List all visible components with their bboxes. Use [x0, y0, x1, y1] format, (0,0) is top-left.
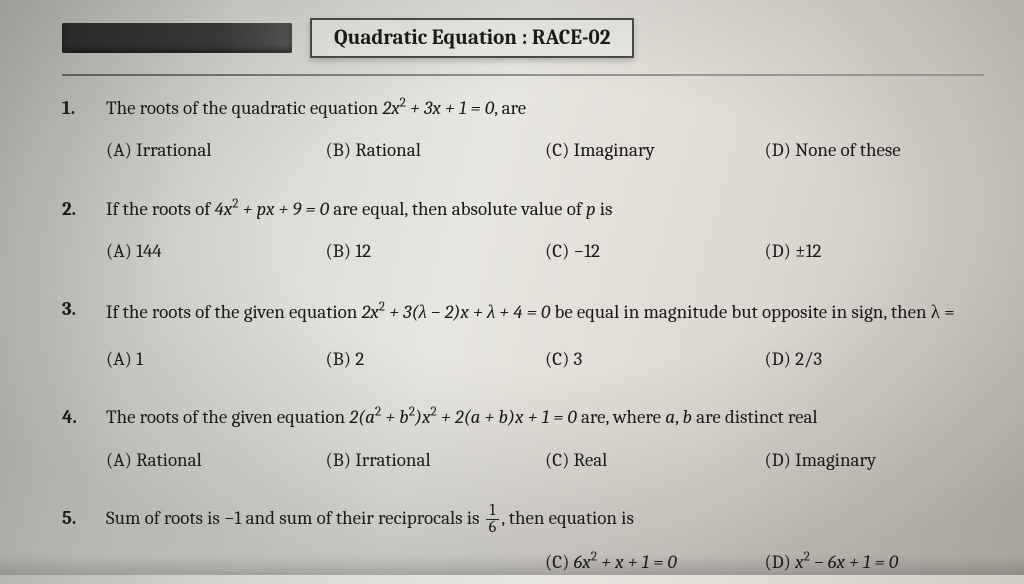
- option-b: (B) Rational: [326, 134, 546, 166]
- option-c: (C) Real: [545, 444, 765, 476]
- header-row: Quadratic Equation : RACE-02: [62, 18, 984, 58]
- bottom-fade: [0, 555, 1024, 575]
- stem-math: 2x2 + 3(λ − 2)x + λ + 4 = 0: [362, 301, 551, 323]
- option-b: (B) 2: [326, 343, 546, 375]
- option-d: (D) None of these: [765, 134, 985, 166]
- worksheet-page: Quadratic Equation : RACE-02 1. The root…: [0, 0, 1024, 584]
- stem-math: 2x2 + 3x + 1 = 0: [382, 97, 494, 119]
- options: (A) 1 (B) 2 (C) 3 (D) 2/3: [106, 343, 984, 381]
- question-number: 1.: [62, 92, 106, 173]
- option-b: (B) 12: [326, 235, 546, 267]
- fraction: 16: [486, 503, 500, 536]
- options: (A) Rational (B) Irrational (C) Real (D)…: [106, 444, 984, 482]
- question-body: If the roots of the given equation 2x2 +…: [106, 293, 984, 381]
- question-body: If the roots of 4x2 + px + 9 = 0 are equ…: [106, 193, 984, 274]
- option-d: (D) ±12: [765, 235, 985, 267]
- option-a: (A) Rational: [106, 444, 326, 476]
- question-stem: The roots of the quadratic equation 2x2 …: [106, 92, 984, 124]
- stem-text: , are: [494, 97, 526, 119]
- stem-text: , then equation is: [501, 507, 634, 529]
- title-box: Quadratic Equation : RACE-02: [310, 18, 634, 58]
- question-number: 3.: [62, 293, 106, 381]
- stem-text: If the roots of the given equation: [106, 301, 362, 323]
- question-number: 4.: [62, 401, 106, 482]
- option-b: (B) Irrational: [326, 444, 546, 476]
- question-stem: Sum of roots is −1 and sum of their reci…: [106, 502, 984, 536]
- stem-math: 4x2 + px + 9 = 0: [214, 198, 329, 220]
- question-stem: The roots of the given equation 2(a2 + b…: [106, 401, 984, 433]
- horizontal-rule: [62, 74, 984, 76]
- stem-text: The roots of the quadratic equation: [106, 97, 382, 119]
- stem-text: are, where a, b are distinct real: [577, 406, 818, 428]
- option-c: (C) Imaginary: [545, 134, 765, 166]
- option-d: (D) Imaginary: [765, 444, 985, 476]
- option-c: (C) −12: [545, 235, 765, 267]
- header-band: [62, 23, 292, 53]
- option-c: (C) 3: [545, 343, 765, 375]
- question-number: 2.: [62, 193, 106, 274]
- option-a: (A) 1: [106, 343, 326, 375]
- question-2: 2. If the roots of 4x2 + px + 9 = 0 are …: [62, 193, 984, 274]
- question-body: The roots of the given equation 2(a2 + b…: [106, 401, 984, 482]
- stem-math: 2(a2 + b2)x2 + 2(a + b)x + 1 = 0: [349, 406, 576, 428]
- stem-text: be equal in magnitude but opposite in si…: [550, 301, 954, 323]
- question-1: 1. The roots of the quadratic equation 2…: [62, 92, 984, 173]
- question-3: 3. If the roots of the given equation 2x…: [62, 293, 984, 381]
- options: (A) 144 (B) 12 (C) −12 (D) ±12: [106, 235, 984, 273]
- option-a: (A) 144: [106, 235, 326, 267]
- question-stem: If the roots of 4x2 + px + 9 = 0 are equ…: [106, 193, 984, 225]
- options: (A) Irrational (B) Rational (C) Imaginar…: [106, 134, 984, 172]
- question-4: 4. The roots of the given equation 2(a2 …: [62, 401, 984, 482]
- stem-text: If the roots of: [106, 198, 214, 220]
- stem-text: Sum of roots is −1 and sum of their reci…: [106, 507, 484, 529]
- question-stem: If the roots of the given equation 2x2 +…: [106, 293, 984, 333]
- stem-text: The roots of the given equation: [106, 406, 349, 428]
- option-a: (A) Irrational: [106, 134, 326, 166]
- stem-text: are equal, then absolute value of p is: [329, 198, 612, 220]
- question-body: The roots of the quadratic equation 2x2 …: [106, 92, 984, 173]
- option-d: (D) 2/3: [765, 343, 985, 375]
